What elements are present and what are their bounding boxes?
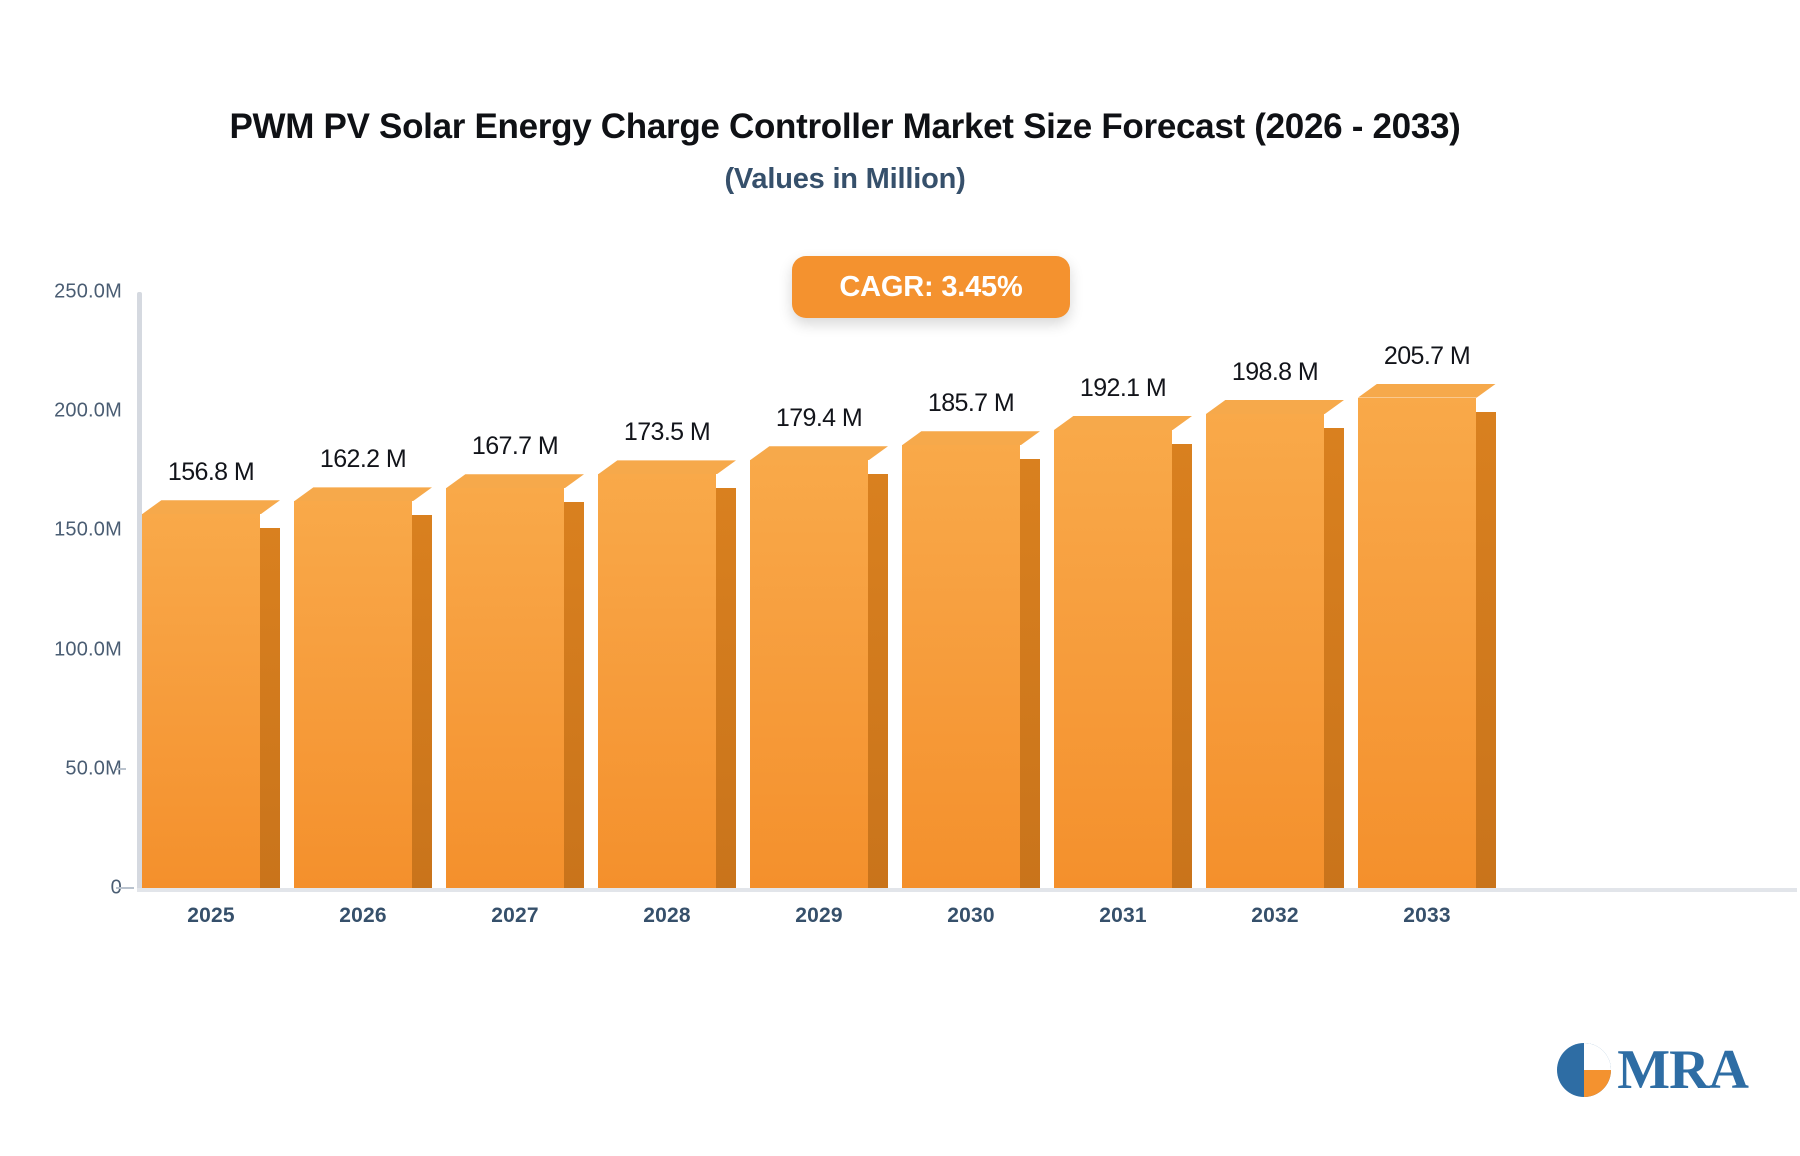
brand-logo: MRA [1557,1039,1749,1101]
bar[interactable] [902,431,1040,888]
bar[interactable] [1054,416,1192,888]
bar-side-face [1324,428,1344,888]
x-tick-label: 2028 [643,904,691,927]
bar-value-label: 179.4 M [775,404,863,433]
bar[interactable] [446,474,584,888]
title-block: PWM PV Solar Energy Charge Controller Ma… [0,107,1690,196]
bar-side-face [1476,411,1496,888]
bar-front-face [598,474,716,888]
x-tick-label: 2031 [1099,904,1147,927]
bar[interactable] [750,446,888,888]
bar-side-face [412,515,432,888]
logo-text: MRA [1617,1039,1749,1101]
y-tick-label: 250.0M [54,280,122,303]
y-tick-mark [116,887,134,889]
chart-title: PWM PV Solar Energy Charge Controller Ma… [229,107,1461,146]
bar-front-face [446,488,564,888]
bar-front-face [1206,414,1324,888]
bar-top-face [750,446,888,461]
bar-front-face [142,514,260,888]
bar-front-face [1358,397,1476,888]
bar-top-face [142,500,280,515]
y-tick-label: 100.0M [54,638,122,661]
y-tick-label: 200.0M [54,399,122,422]
y-tick-label: 50.0M [65,757,122,780]
bar-side-face [564,502,584,888]
bar-front-face [902,445,1020,888]
bar-front-face [294,501,412,888]
bar[interactable] [294,487,432,888]
chart-subtitle: (Values in Million) [724,162,966,195]
bar-top-face [294,487,432,502]
bar-value-label: 192.1 M [1079,374,1167,403]
bar-top-face [1054,416,1192,431]
bar-value-label: 173.5 M [623,418,711,447]
bar-top-face [1206,400,1344,415]
x-axis-line [137,888,1797,892]
x-tick-label: 2027 [491,904,539,927]
bar-top-face [446,474,584,489]
bar-value-label: 162.2 M [319,445,407,474]
bar-front-face [750,460,868,888]
x-tick-label: 2032 [1251,904,1299,927]
bar-side-face [1172,444,1192,888]
x-tick-label: 2033 [1403,904,1451,927]
bar-value-label: 205.7 M [1383,341,1471,370]
bar[interactable] [142,500,280,888]
bar-value-label: 156.8 M [167,458,255,487]
bar[interactable] [598,460,736,888]
bar-top-face [598,460,736,475]
x-tick-label: 2030 [947,904,995,927]
x-tick-label: 2026 [339,904,387,927]
cagr-badge: CAGR: 3.45% [792,256,1070,318]
bar-value-label: 185.7 M [927,389,1015,418]
y-tick-label: 0 [14,877,122,900]
bar[interactable] [1206,400,1344,888]
bar-side-face [716,488,736,888]
bar[interactable] [1358,383,1496,888]
bar-side-face [1020,459,1040,888]
y-tick-label: 150.0M [54,518,122,541]
x-tick-label: 2025 [187,904,235,927]
y-tick-mark [116,767,126,770]
bar-top-face [902,431,1040,446]
x-tick-label: 2029 [795,904,843,927]
bar-top-face [1358,383,1496,398]
bar-side-face [868,474,888,888]
bar-front-face [1054,430,1172,888]
y-axis-line [137,292,142,890]
bar-value-label: 198.8 M [1231,358,1319,387]
bar-value-label: 167.7 M [471,432,559,461]
bar-side-face [260,528,280,888]
logo-mark-icon [1557,1043,1612,1097]
